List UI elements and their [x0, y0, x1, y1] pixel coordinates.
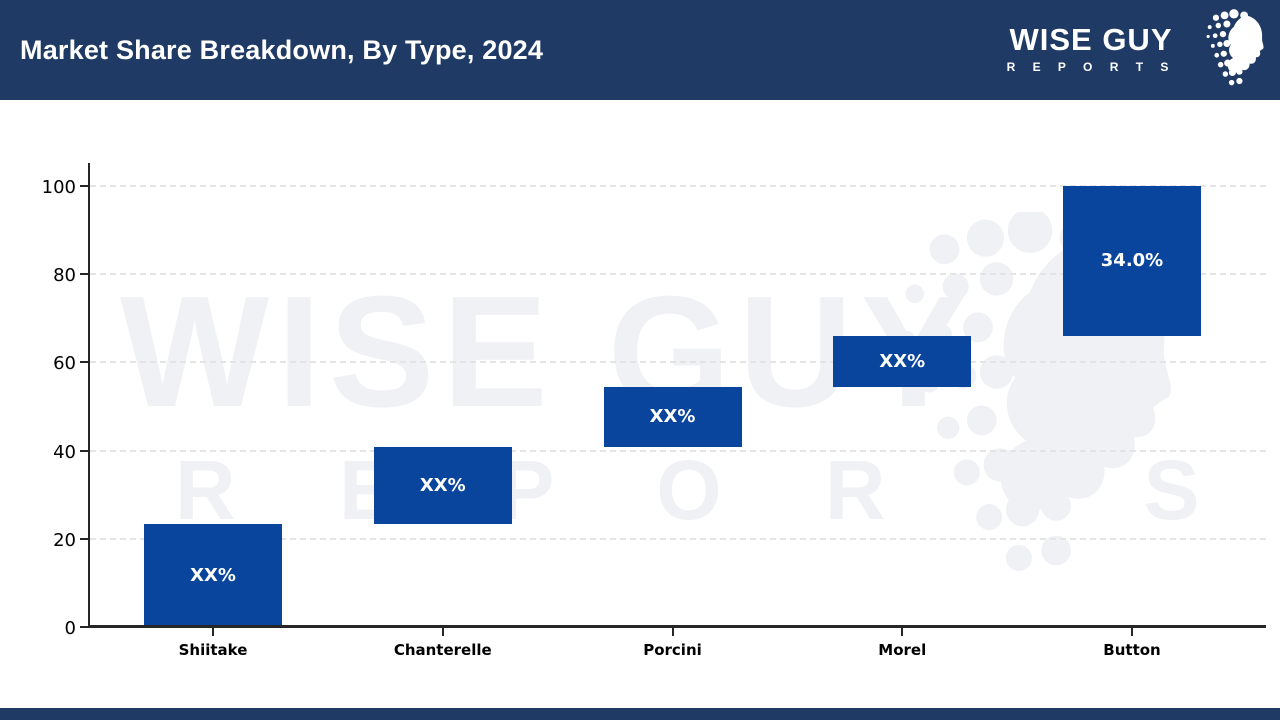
- logo-text: WISE GUY R E P O R T S: [996, 22, 1186, 74]
- x-axis-line: [88, 625, 1266, 628]
- dotted-head-icon: [1206, 9, 1264, 86]
- x-tick-shiitake: [212, 628, 214, 636]
- y-tick-80: [80, 273, 88, 276]
- bar-value-label: 34.0%: [1100, 250, 1164, 272]
- x-axis-label-morel: Morel: [878, 641, 927, 659]
- gridline-80: [90, 273, 1266, 276]
- y-tick-20: [80, 537, 88, 540]
- y-tick-label-20: 20: [53, 529, 76, 551]
- bar-shiitake: XX%: [144, 524, 282, 627]
- x-tick-porcini: [671, 628, 674, 636]
- bar-button: 34.0%: [1063, 186, 1201, 336]
- plot-area: 0 20 40 60 80 100 XX% Shiitake XX% Chanterelle XX%…: [42, 163, 1266, 659]
- bar-porcini: XX%: [603, 386, 742, 448]
- gridline-60: [90, 361, 1266, 364]
- gridline-40: [90, 449, 1266, 452]
- y-tick-40: [80, 449, 88, 452]
- x-axis-label-chanterelle: Chanterelle: [393, 641, 492, 659]
- x-tick-morel: [901, 628, 904, 636]
- bar-morel: XX%: [833, 335, 972, 387]
- x-tick-chanterelle: [441, 628, 444, 636]
- page-title: Market Share Breakdown, By Type, 2024: [20, 34, 544, 65]
- y-tick-label-80: 80: [53, 265, 76, 287]
- x-tick-button: [1131, 628, 1133, 636]
- bar-value-label: XX%: [649, 406, 696, 428]
- bar-value-label: XX%: [879, 350, 926, 372]
- bar-value-label: XX%: [190, 565, 236, 587]
- x-axis-label-shiitake: Shiitake: [178, 641, 248, 659]
- header-bar: Market Share Breakdown, By Type, 2024 WI…: [0, 0, 1280, 100]
- watermark-wordmark: WISE GUY: [120, 264, 975, 440]
- logo-wordmark: WISE GUY: [1009, 22, 1173, 57]
- y-tick-label-100: 100: [41, 177, 76, 198]
- y-tick-60: [80, 361, 88, 364]
- gridline-20: [90, 537, 1266, 540]
- wise-guy-logo: WISE GUY R E P O R T S: [996, 4, 1266, 96]
- bar-chanterelle: XX%: [373, 447, 512, 525]
- y-tick-label-40: 40: [53, 441, 76, 463]
- y-tick-label-60: 60: [53, 353, 76, 375]
- gridline-100: [90, 185, 1266, 187]
- y-tick-0: [80, 626, 88, 628]
- x-axis-label-button: Button: [1103, 641, 1161, 659]
- y-tick-100: [80, 185, 88, 187]
- bar-value-label: XX%: [419, 475, 466, 497]
- logo-subtitle: R E P O R T S: [1006, 60, 1176, 74]
- y-tick-label-0: 0: [64, 618, 76, 639]
- footer-bar: [0, 708, 1280, 720]
- x-axis-label-porcini: Porcini: [643, 641, 702, 659]
